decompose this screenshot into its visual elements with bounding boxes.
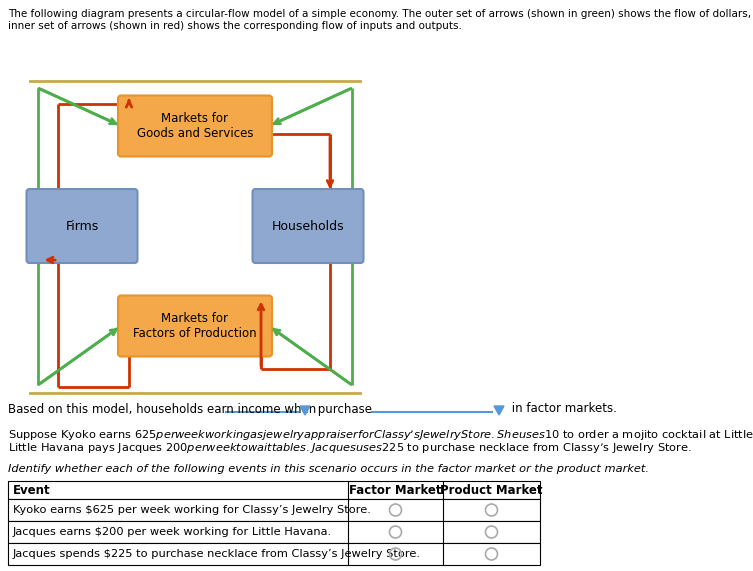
Text: Kyoko earns $625 per week working for Classy’s Jewelry Store.: Kyoko earns $625 per week working for Cl… — [13, 505, 371, 515]
Text: The following diagram presents a circular-flow model of a simple economy. The ou: The following diagram presents a circula… — [8, 9, 753, 19]
Bar — [8, 499, 540, 521]
Text: inner set of arrows (shown in red) shows the corresponding flow of inputs and ou: inner set of arrows (shown in red) shows… — [8, 21, 462, 31]
FancyBboxPatch shape — [252, 189, 364, 263]
Text: Identify whether each of the following events in this scenario occurs in the fac: Identify whether each of the following e… — [8, 464, 649, 474]
Polygon shape — [494, 406, 504, 415]
Text: Event: Event — [13, 484, 50, 497]
Text: Jacques earns $200 per week working for Little Havana.: Jacques earns $200 per week working for … — [13, 527, 332, 537]
Text: Based on this model, households earn income when: Based on this model, households earn inc… — [8, 403, 320, 416]
Text: Product Market: Product Market — [441, 484, 543, 497]
Text: Factor Market: Factor Market — [349, 484, 442, 497]
Bar — [8, 543, 540, 565]
Text: Jacques spends $225 to purchase necklace from Classy’s Jewelry Store.: Jacques spends $225 to purchase necklace… — [13, 549, 421, 559]
FancyBboxPatch shape — [118, 95, 272, 156]
Bar — [8, 481, 540, 499]
FancyBboxPatch shape — [118, 296, 272, 356]
Text: Firms: Firms — [66, 219, 99, 232]
Text: Little Havana pays Jacques $200 per week to wait tables. Jacques uses $225 to pu: Little Havana pays Jacques $200 per week… — [8, 441, 692, 455]
Text: purchase: purchase — [314, 403, 372, 416]
Bar — [8, 521, 540, 543]
FancyBboxPatch shape — [26, 189, 138, 263]
Polygon shape — [300, 406, 310, 415]
Text: Suppose Kyoko earns $625 per week working as jewelry appraiser for Classy’s Jewe: Suppose Kyoko earns $625 per week workin… — [8, 428, 753, 442]
Text: Markets for
Goods and Services: Markets for Goods and Services — [137, 112, 253, 140]
Text: Markets for
Factors of Production: Markets for Factors of Production — [133, 312, 257, 340]
Text: in factor markets.: in factor markets. — [508, 403, 617, 416]
Text: Households: Households — [272, 219, 344, 232]
